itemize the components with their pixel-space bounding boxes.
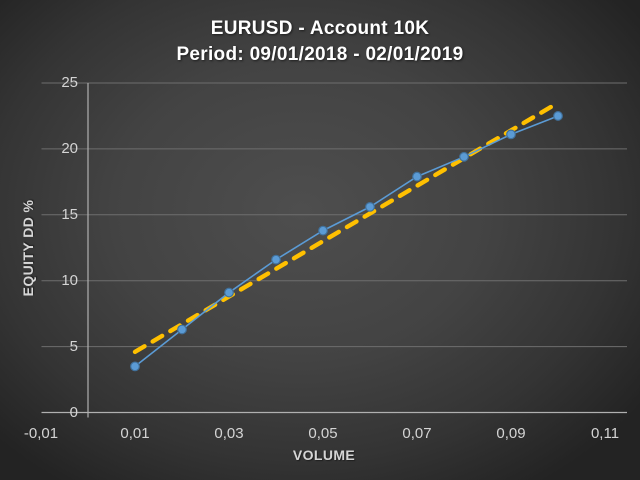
x-tick-label: 0,07 (402, 425, 432, 442)
x-tick-label: 0,11 (590, 425, 620, 442)
data-point-marker (318, 225, 328, 236)
x-tick-label: 0,05 (308, 425, 338, 442)
y-tick-label: 5 (69, 337, 78, 355)
x-tick-label: 0,09 (496, 425, 526, 442)
x-tick-label: 0,03 (214, 425, 244, 442)
series-line (134, 115, 559, 367)
x-tick-label: 0,01 (120, 425, 150, 442)
x-axis-title: VOLUME (292, 447, 356, 463)
data-point-marker (177, 324, 187, 335)
data-point-marker (553, 111, 563, 121)
y-tick-label: 15 (61, 205, 78, 223)
data-point-marker (506, 129, 516, 140)
y-tick-label: 20 (61, 139, 78, 157)
y-tick-label: 25 (61, 74, 78, 91)
x-tick-label: -0,01 (23, 425, 59, 442)
data-point-marker (224, 287, 234, 298)
data-point-marker (459, 151, 469, 162)
y-tick-label: 0 (69, 403, 78, 421)
data-point-marker (130, 361, 140, 372)
data-point-marker (271, 254, 281, 265)
linear-trendline (132, 100, 561, 355)
y-tick-label: 10 (61, 271, 78, 289)
chart-title-line1: EURUSD - Account 10K (210, 18, 430, 39)
y-axis-title: EQUITY DD % (20, 199, 36, 297)
data-point-marker (365, 201, 375, 212)
chart-title-line2: Period: 09/01/2018 - 02/01/2019 (176, 44, 464, 65)
data-point-marker (412, 171, 422, 182)
chart-title: EURUSD - Account 10K Period: 09/01/2018 … (0, 16, 640, 68)
